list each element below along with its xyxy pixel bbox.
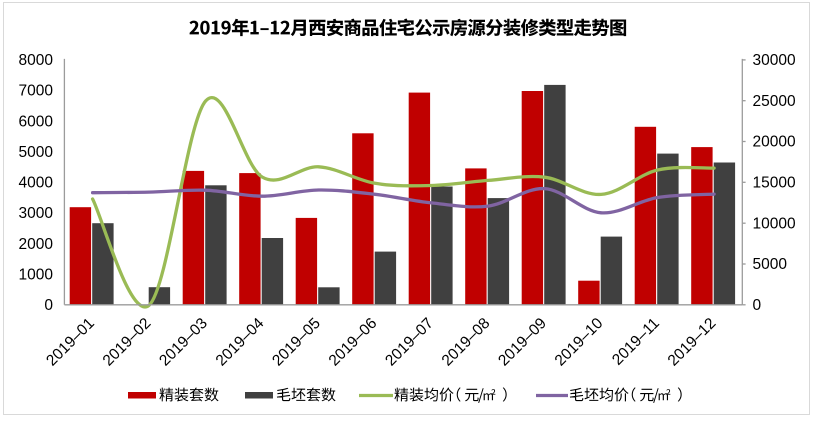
svg-text:7000: 7000 — [19, 83, 54, 100]
svg-text:1000: 1000 — [19, 266, 54, 283]
svg-text:0: 0 — [753, 297, 762, 314]
svg-text:0: 0 — [44, 297, 53, 314]
svg-text:30000: 30000 — [753, 52, 796, 69]
svg-text:3000: 3000 — [19, 205, 54, 222]
svg-text:4000: 4000 — [19, 175, 54, 192]
svg-text:6000: 6000 — [19, 113, 54, 130]
svg-text:10000: 10000 — [753, 215, 796, 232]
svg-text:20000: 20000 — [753, 134, 796, 151]
svg-text:5000: 5000 — [19, 144, 54, 161]
svg-text:8000: 8000 — [19, 52, 54, 69]
svg-text:2000: 2000 — [19, 236, 54, 253]
svg-text:5000: 5000 — [753, 256, 788, 273]
svg-text:15000: 15000 — [753, 175, 796, 192]
svg-text:25000: 25000 — [753, 93, 796, 110]
